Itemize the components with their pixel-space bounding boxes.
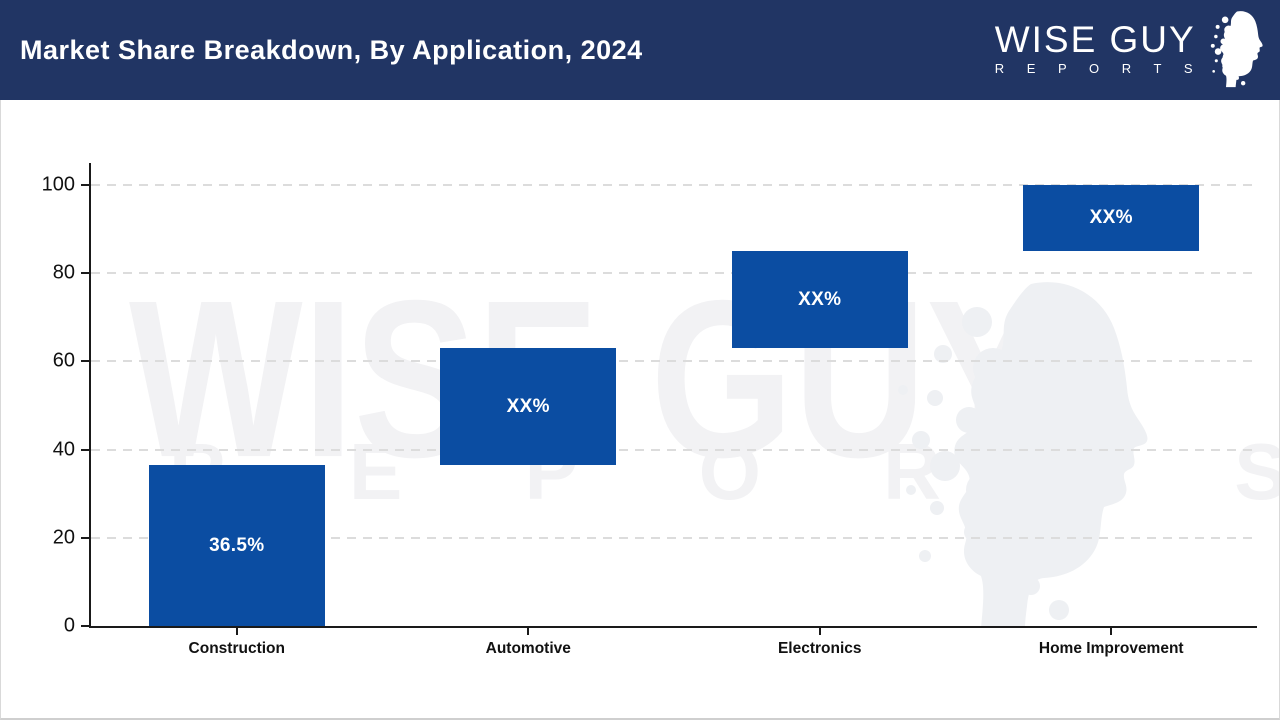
x-tick-mark [235,628,238,635]
bar-construction: 36.5% [148,465,325,626]
bar-electronics: XX% [731,251,908,349]
y-tick-mark [81,360,89,363]
x-tick-mark [818,628,821,635]
logo-face-icon [1210,11,1263,88]
x-tick-mark [527,628,530,635]
wise-guy-logo: WISE GUY R E P O R T S [995,6,1270,90]
y-tick-label: 100 [41,173,75,196]
gridline-y100 [91,184,1257,187]
bar-value-label: 36.5% [209,534,265,556]
gridline-y20 [91,536,1257,539]
y-tick-mark [81,536,89,539]
x-category-label-electronics: Electronics [777,640,862,657]
bar-home-improvement: XX% [1023,185,1200,252]
x-category-label-home-improvement: Home Improvement [1038,640,1184,657]
chart-canvas: WISE GUY R E P O R T S 0 20 40 60 80 100 36.5%… [0,100,1280,720]
watermark-face-icon [898,282,1148,628]
y-tick-mark [81,448,89,451]
y-tick-label: 40 [52,438,75,461]
plot-area: 0 20 40 60 80 100 36.5% Construction XX% Automoti… [42,163,1257,657]
y-tick-label: 20 [52,526,75,549]
y-tick-label: 0 [63,614,75,637]
bar-value-label: XX% [506,395,550,417]
gridline-y80 [91,272,1257,275]
y-tick-label: 80 [52,261,75,284]
header-banner: Market Share Breakdown, By Application, … [0,0,1280,100]
logo-wordmark: WISE GUY [994,18,1196,60]
logo-subtitle: R E P O R T S [994,61,1202,77]
bar-value-label: XX% [1089,207,1133,229]
y-tick-mark [81,625,89,627]
logo-text: WISE GUY R E P O R T S [994,18,1202,77]
gridline-y40 [91,448,1257,451]
page-title: Market Share Breakdown, By Application, … [20,34,643,65]
x-category-label-automotive: Automotive [485,640,571,657]
y-tick-mark [81,272,89,275]
bar-value-label: XX% [798,288,842,310]
x-category-label-construction: Construction [188,640,285,657]
y-tick-mark [81,184,89,187]
x-tick-mark [1110,628,1113,635]
y-tick-label: 60 [52,349,75,372]
gridline-y60 [91,360,1257,363]
bar-automotive: XX% [440,348,617,466]
